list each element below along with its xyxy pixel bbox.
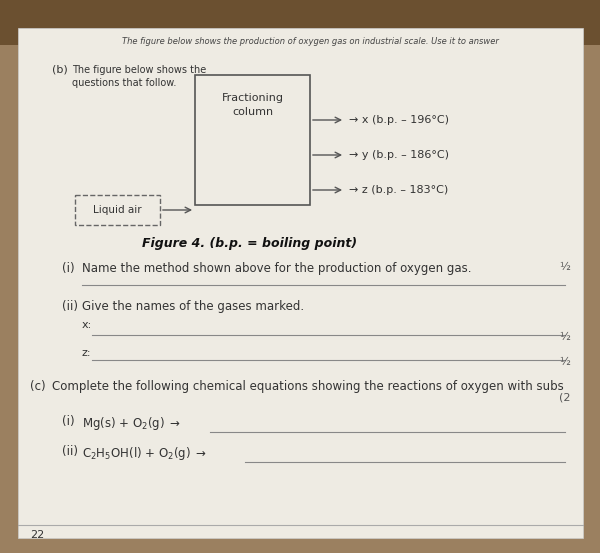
Text: (ii): (ii): [62, 445, 78, 458]
Bar: [0, 0, 600, 45]
Text: Complete the following chemical equations showing the reactions of oxygen with s: Complete the following chemical equation…: [52, 380, 564, 393]
Text: x:: x:: [82, 320, 92, 330]
Text: → y (b.p. – 186°C): → y (b.p. – 186°C): [349, 150, 449, 160]
Text: 22: 22: [30, 530, 44, 540]
Text: (c): (c): [30, 380, 46, 393]
Text: ½: ½: [559, 357, 570, 367]
Text: (i): (i): [62, 262, 74, 275]
Text: (b): (b): [52, 65, 68, 75]
Text: The figure below shows the production of oxygen gas on industrial scale. Use it : The figure below shows the production of…: [122, 38, 499, 46]
Text: C$_2$H$_5$OH(l) + O$_2$(g) $\rightarrow$: C$_2$H$_5$OH(l) + O$_2$(g) $\rightarrow$: [82, 445, 207, 462]
Text: The figure below shows the: The figure below shows the: [72, 65, 206, 75]
Text: (ii): (ii): [62, 300, 78, 313]
Text: → z (b.p. – 183°C): → z (b.p. – 183°C): [349, 185, 448, 195]
Text: column: column: [232, 107, 273, 117]
Text: Figure 4. (b.p. = boiling point): Figure 4. (b.p. = boiling point): [142, 237, 358, 250]
Text: ½: ½: [559, 262, 570, 272]
Bar: [195, 75, 310, 205]
Bar: [75, 195, 160, 225]
Text: questions that follow.: questions that follow.: [72, 78, 176, 88]
Text: Mg(s) + O$_2$(g) $\rightarrow$: Mg(s) + O$_2$(g) $\rightarrow$: [82, 415, 181, 432]
Text: Name the method shown above for the production of oxygen gas.: Name the method shown above for the prod…: [82, 262, 472, 275]
Text: (2: (2: [559, 393, 570, 403]
Text: z:: z:: [82, 348, 91, 358]
Text: (i): (i): [62, 415, 74, 428]
Text: Give the names of the gases marked.: Give the names of the gases marked.: [82, 300, 304, 313]
Text: Liquid air: Liquid air: [93, 205, 142, 215]
Text: ½: ½: [559, 332, 570, 342]
Text: Fractioning: Fractioning: [221, 93, 284, 103]
Text: → x (b.p. – 196°C): → x (b.p. – 196°C): [349, 115, 449, 125]
